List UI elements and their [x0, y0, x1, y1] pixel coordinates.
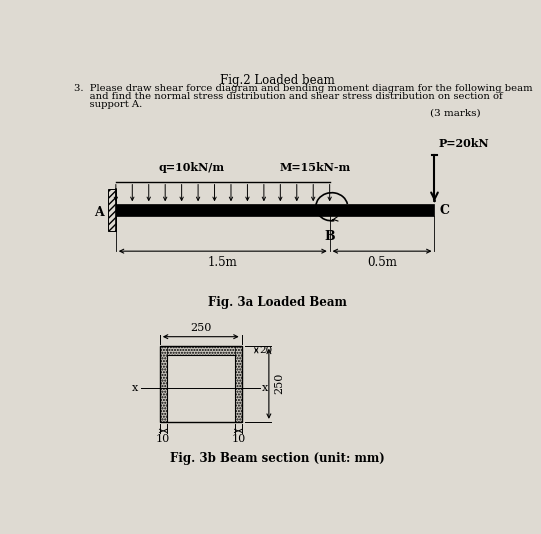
Bar: [160, 345, 242, 422]
Bar: [116, 205, 434, 216]
Text: q=10kN/m: q=10kN/m: [159, 162, 225, 172]
Bar: [160, 345, 167, 422]
Text: x: x: [131, 382, 138, 392]
Text: Fig. 3b Beam section (unit: mm): Fig. 3b Beam section (unit: mm): [170, 452, 385, 465]
Text: Fig.2 Loaded beam: Fig.2 Loaded beam: [220, 74, 335, 88]
Text: P=20kN: P=20kN: [439, 138, 489, 149]
Bar: [235, 345, 242, 422]
Text: 10: 10: [156, 434, 170, 444]
Text: B: B: [325, 230, 335, 243]
Text: 250: 250: [190, 324, 212, 333]
Text: M=15kN-m: M=15kN-m: [279, 162, 351, 172]
Bar: [160, 345, 242, 355]
Text: C: C: [439, 203, 450, 217]
Text: 0.5m: 0.5m: [367, 256, 397, 269]
Text: Fig. 3a Loaded Beam: Fig. 3a Loaded Beam: [208, 296, 347, 309]
Text: A: A: [94, 206, 104, 218]
Text: and find the normal stress distribution and shear stress distribution on section: and find the normal stress distribution …: [74, 92, 503, 101]
Bar: [108, 190, 116, 231]
Text: support A.: support A.: [74, 100, 142, 109]
Text: (3 marks): (3 marks): [430, 108, 480, 117]
Text: 10: 10: [231, 434, 246, 444]
Text: 250: 250: [274, 373, 284, 395]
Text: x: x: [261, 382, 268, 392]
Bar: [167, 355, 235, 422]
Text: 20: 20: [260, 345, 273, 355]
Text: 1.5m: 1.5m: [208, 256, 237, 269]
Text: 3.  Please draw shear force diagram and bending moment diagram for the following: 3. Please draw shear force diagram and b…: [74, 84, 532, 93]
